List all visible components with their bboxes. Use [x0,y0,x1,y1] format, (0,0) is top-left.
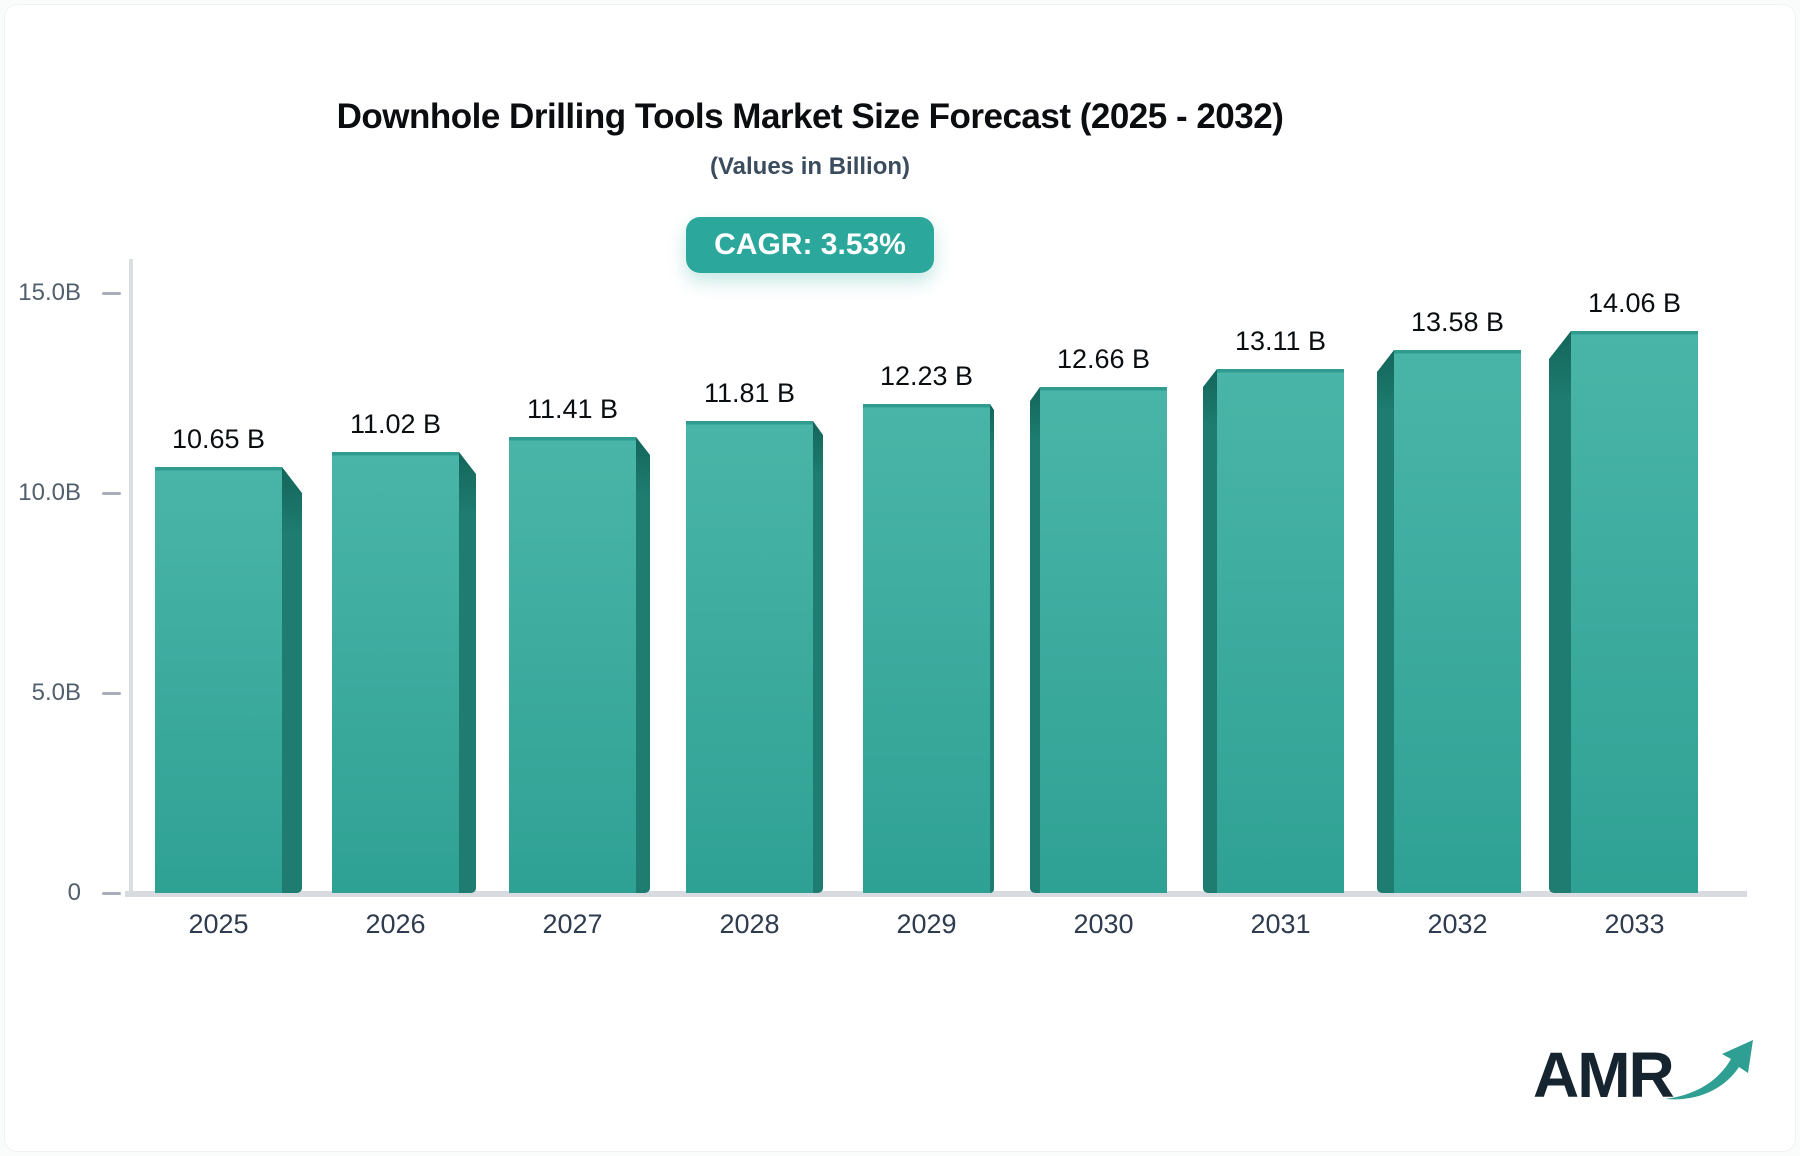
bar-value-label: 10.65 B [171,424,266,454]
x-tick-label: 2026 [365,909,426,939]
bar [155,467,302,893]
chart-title: Downhole Drilling Tools Market Size Fore… [336,97,1284,136]
x-tick-label: 2029 [896,909,957,939]
bar-value-label: 12.66 B [1056,344,1151,374]
bar-face [332,452,459,893]
x-tick-label: 2033 [1604,909,1665,939]
bar [1377,350,1521,893]
y-tick-dash [102,691,121,695]
y-axis-line [129,259,133,896]
chart-header: Downhole Drilling Tools Market Size Fore… [60,97,1560,273]
bar-value-label: 12.23 B [879,361,974,391]
bar-value-label: 11.02 B [349,409,442,439]
x-tick-label: 2030 [1073,909,1134,939]
y-tick-dash [102,291,121,295]
bar [686,421,823,893]
bar-side [459,452,476,893]
bar-face [1394,350,1521,893]
x-tick-label: 2028 [719,909,780,939]
y-tick-label: 0 [67,879,81,906]
y-tick-dash [102,491,121,495]
bar [1030,387,1167,893]
amr-logo-text: AMR [1533,1039,1675,1111]
chart-subtitle: (Values in Billion) [709,153,911,180]
bar-face [155,467,282,893]
bar-face [1040,387,1167,893]
bar-value-label: 13.11 B [1234,326,1327,356]
bar-value-label: 13.58 B [1410,307,1505,337]
y-tick-label: 15.0B [18,279,81,306]
bar-side [282,467,302,893]
bar-value-label: 14.06 B [1587,288,1682,318]
bar-value-label: 11.81 B [703,378,796,408]
bar-side [1549,331,1571,893]
y-tick-label: 5.0B [31,679,81,706]
bar-face [1217,369,1344,893]
bar-value-label: 11.41 B [526,394,619,424]
bar-face [863,404,990,893]
bar [509,437,650,893]
bar-side [1203,369,1217,893]
bar-side [813,421,823,893]
bar-side [1030,387,1040,893]
bar-side [636,437,650,893]
y-tick-label: 10.0B [18,479,81,506]
amr-logo: AMR [1533,1033,1755,1107]
bar-face [686,421,813,893]
bar-side [1377,350,1394,893]
x-tick-label: 2032 [1427,909,1488,939]
x-tick-label: 2031 [1250,909,1311,939]
y-tick-dash [102,891,121,895]
bar [863,404,994,893]
x-tick-label: 2025 [188,909,249,939]
growth-arrow-icon [1664,1040,1753,1100]
x-axis-baseline [125,891,1747,897]
bar [1203,369,1344,893]
bar [1549,331,1698,893]
bar-side [990,404,994,893]
bar-face [1571,331,1698,893]
x-tick-label: 2027 [542,909,603,939]
cagr-badge: CAGR: 3.53% [686,217,934,273]
bar [332,452,476,893]
plot-area: 15.0B 10.0B 5.0B 0 10.65 B 2025 11.02 B 2026 11.… [18,259,1747,939]
bar-face [509,437,636,893]
chart-card: Downhole Drilling Tools Market Size Fore… [5,5,1795,1151]
